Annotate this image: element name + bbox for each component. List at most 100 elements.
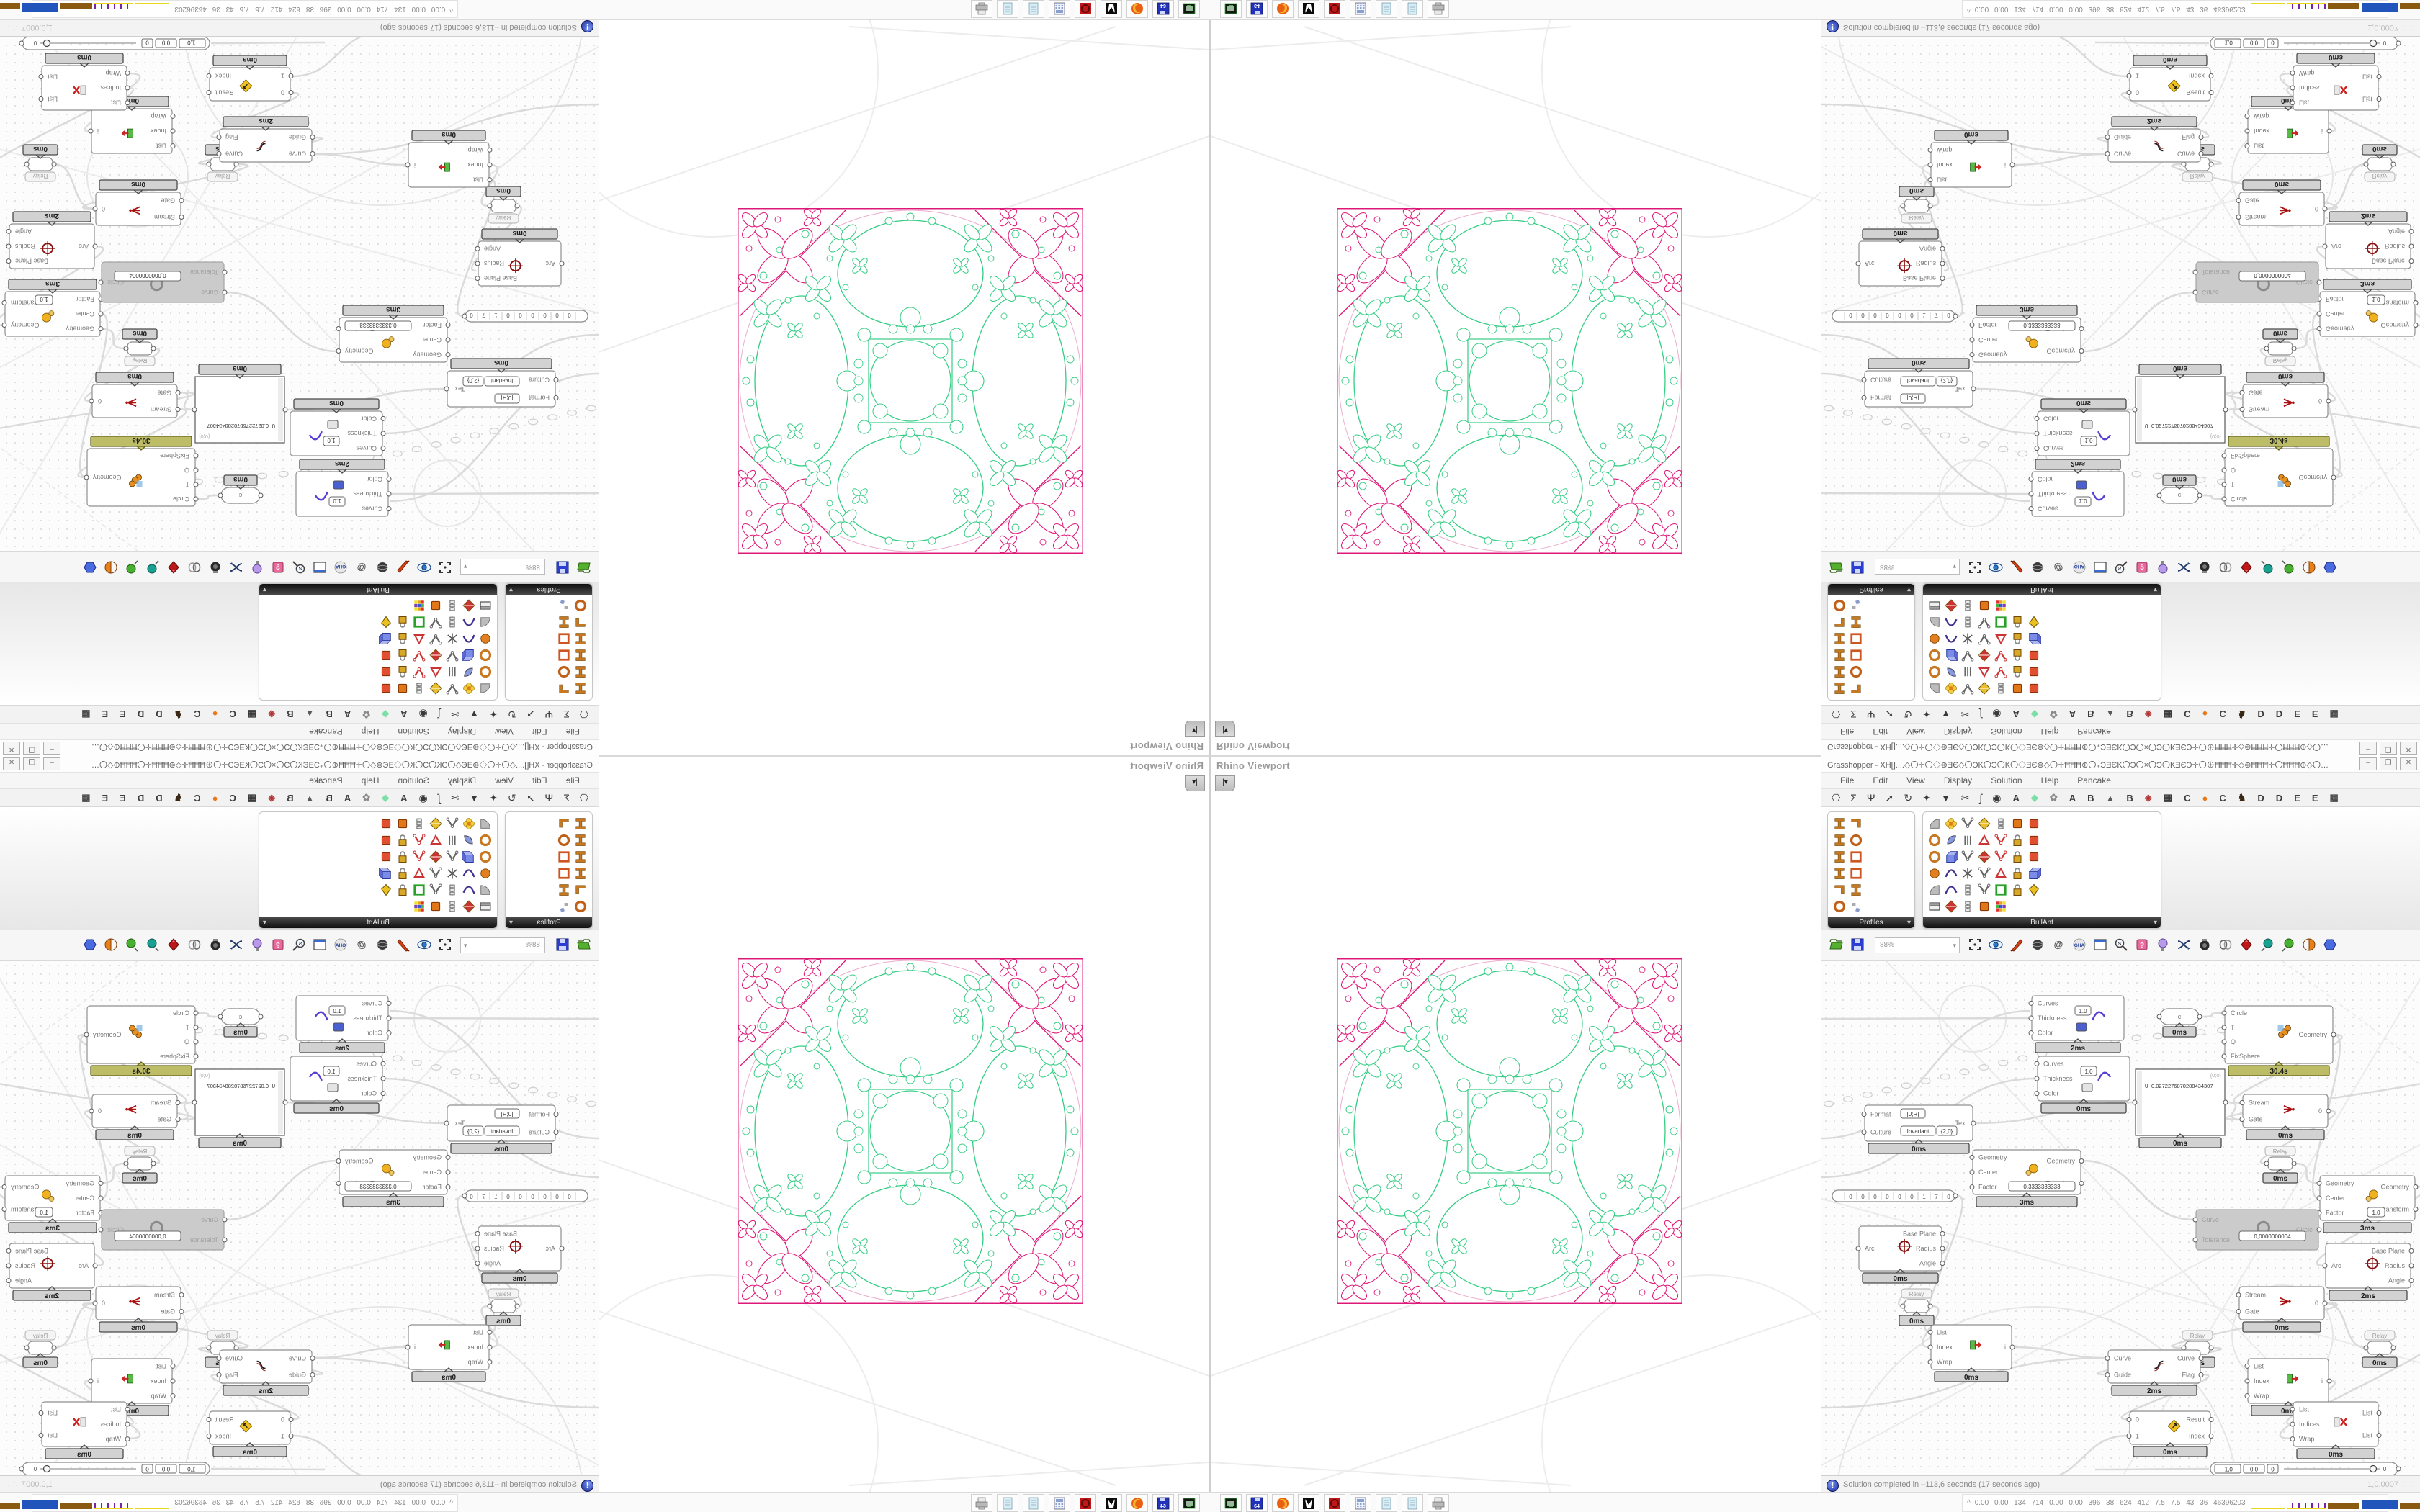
frame-icon[interactable] [1966, 935, 1984, 954]
tab-plugin[interactable]: ◆ [382, 709, 390, 720]
tab-plugin[interactable]: D [2275, 708, 2283, 720]
palette-icon-sq[interactable] [1847, 631, 1864, 647]
gem-icon[interactable] [164, 935, 183, 954]
pin-teal-icon[interactable] [2258, 559, 2277, 577]
palette-icon-vee[interactable] [444, 815, 461, 832]
gh-node-relay-3[interactable]: Relay 0ms [2362, 1330, 2398, 1368]
gha-icon[interactable]: GHA [331, 935, 350, 954]
palette-icon-boxo[interactable] [395, 815, 411, 832]
frame-icon[interactable] [436, 935, 454, 954]
palette-icon-leaf[interactable] [461, 664, 478, 680]
viewport-tab-button[interactable]: |▾ [1215, 775, 1235, 791]
menu-edit[interactable]: Edit [532, 775, 547, 786]
palette-icon-dots[interactable] [1847, 898, 1864, 914]
palette-icon-vee[interactable] [1959, 815, 1976, 832]
gem-icon[interactable] [2237, 559, 2256, 577]
palette-group-footer[interactable]: Profiles ▾ [1828, 917, 1914, 928]
tab-plugin[interactable]: D [2275, 792, 2283, 804]
tab-plugin[interactable]: D [2257, 792, 2264, 804]
gh-node-curve-circle[interactable]: Curve Tolerance Circle 0,0000000004 [98, 261, 228, 303]
taskbar-notepad-icon[interactable] [997, 1494, 1018, 1512]
palette-icon-vee[interactable] [1959, 647, 1976, 664]
gha-icon[interactable]: GHA [2070, 935, 2089, 954]
tab-plugin[interactable]: A [400, 708, 408, 720]
tab-glyph-icon[interactable]: ∫ [1979, 708, 1983, 720]
maximize-button[interactable]: ❐ [23, 757, 40, 770]
palette-icon-cube[interactable] [378, 631, 395, 647]
tab-plugin[interactable]: ▦ [2163, 792, 2173, 803]
gh-node-digit-scroller[interactable]: 0 0 0 0 0 0 1 7 0 [1832, 310, 1958, 323]
palette-icon-jbar[interactable] [1847, 815, 1864, 832]
menu-pancake[interactable]: Pancake [2077, 726, 2111, 737]
palette-icon-boxo[interactable] [2025, 680, 2042, 697]
gift-icon[interactable]: ? [2133, 935, 2151, 954]
palette-icon-sq[interactable] [1992, 881, 2009, 898]
gh-node-gate-2[interactable]: Stream Gate 0 0ms [92, 1286, 184, 1333]
tab-glyph-icon[interactable]: ▼ [469, 792, 480, 804]
palette-icon-leaf[interactable] [461, 832, 478, 848]
menu-view[interactable]: View [495, 775, 514, 786]
gh-node-split-list[interactable]: List Indices Wrap List List 0ms [38, 53, 130, 111]
gh-node-relay-3[interactable]: Relay 0ms [22, 1330, 58, 1368]
tab-plugin[interactable]: C [2184, 708, 2191, 720]
tab-glyph-icon[interactable]: ✦ [1922, 791, 1931, 804]
gh-node-curves-preview-2[interactable]: Curves Thickness Color 1.0 0ms [290, 1056, 386, 1114]
gh-node-list-item-1[interactable]: List Index Wrap i 0ms [1927, 130, 2015, 188]
palette-icon-ibeam[interactable] [1831, 815, 1847, 832]
palette-icon-wedge[interactable] [1926, 680, 1942, 697]
palette-icon-kite[interactable] [1976, 680, 1992, 697]
tab-plugin[interactable]: D [137, 708, 145, 720]
palette-icon-cube[interactable] [2025, 865, 2042, 881]
gh-node-curves-preview-2[interactable]: Curves Thickness Color 1.0 0ms [2034, 398, 2130, 456]
palette-icon-tri[interactable] [411, 631, 428, 647]
palette-icon-ring[interactable] [478, 664, 494, 680]
palette-icon-boxo[interactable] [428, 898, 444, 914]
gh-node-c-param[interactable]: c 0ms [2156, 474, 2202, 504]
palette-icon-ibeam[interactable] [1831, 631, 1847, 647]
palette-icon-jbar[interactable] [556, 815, 573, 832]
tab-plugin[interactable]: E [120, 792, 126, 804]
menu-view[interactable]: View [495, 726, 514, 737]
palette-icon-vsl[interactable] [444, 614, 461, 631]
palette-icon-ball[interactable] [1926, 631, 1942, 647]
palette-icon-bars[interactable] [444, 832, 461, 848]
tab-plugin[interactable]: ◈ [268, 709, 276, 720]
save-icon[interactable] [1848, 935, 1867, 954]
sphere-icon[interactable] [373, 935, 392, 954]
window-icon[interactable] [2091, 559, 2110, 577]
palette-icon-flower[interactable] [461, 680, 478, 697]
palette-icon-ibeam[interactable] [573, 664, 589, 680]
menu-file[interactable]: File [565, 726, 580, 737]
gh-node-relay-4[interactable]: Relay 0ms [485, 186, 521, 224]
palette-icon-wedge[interactable] [1926, 881, 1942, 898]
sphere-icon[interactable] [373, 559, 392, 577]
gh-node-list-item-2[interactable]: List Index Wrap i 0ms [88, 1358, 176, 1416]
tab-glyph-icon[interactable]: ∫ [437, 708, 441, 720]
palette-icon-cube[interactable] [461, 848, 478, 865]
node-canvas[interactable]: Circle T Q FixSphere Geometry 30.4s c 0ms Curves… [0, 961, 599, 1475]
palette-icon-bars[interactable] [1959, 832, 1976, 848]
palette-icon-tri[interactable] [411, 865, 428, 881]
menu-edit[interactable]: Edit [1873, 775, 1888, 786]
tab-glyph-icon[interactable]: ✂ [1960, 708, 1970, 721]
gh-node-arc-1[interactable]: Arc Base Plane Radius Angle 2ms [2322, 1243, 2414, 1301]
gh-node-curves-preview-1[interactable]: Curves Thickness Color 1.0 2ms [2028, 459, 2125, 517]
palette-icon-tri[interactable] [428, 664, 444, 680]
tab-plugin[interactable]: ● [212, 708, 218, 720]
taskbar-notepad-icon[interactable] [1023, 1494, 1044, 1512]
gift-icon[interactable]: ? [269, 559, 287, 577]
gh-node-c-param[interactable]: c 0ms [218, 474, 264, 504]
palette-icon-sq[interactable] [411, 614, 428, 631]
palette-icon-ball[interactable] [478, 865, 494, 881]
palette-icon-ring[interactable] [556, 832, 573, 848]
tab-plugin[interactable]: ▲ [2105, 792, 2115, 804]
window-icon[interactable] [310, 935, 329, 954]
gh-node-pack[interactable]: Circle TQ FixSphere Geometry 30.4s [2221, 1005, 2336, 1076]
gh-node-pack[interactable]: Circle TQ FixSphere Geometry 30.4s [84, 436, 199, 507]
palette-icon-wedge[interactable] [478, 815, 494, 832]
camera-icon[interactable] [206, 935, 225, 954]
hex-blue-icon[interactable] [81, 559, 99, 577]
palette-icon-wedge[interactable] [478, 614, 494, 631]
palette-icon-vsl[interactable] [1992, 815, 2009, 832]
palette-icon-lock[interactable] [2009, 865, 2025, 881]
